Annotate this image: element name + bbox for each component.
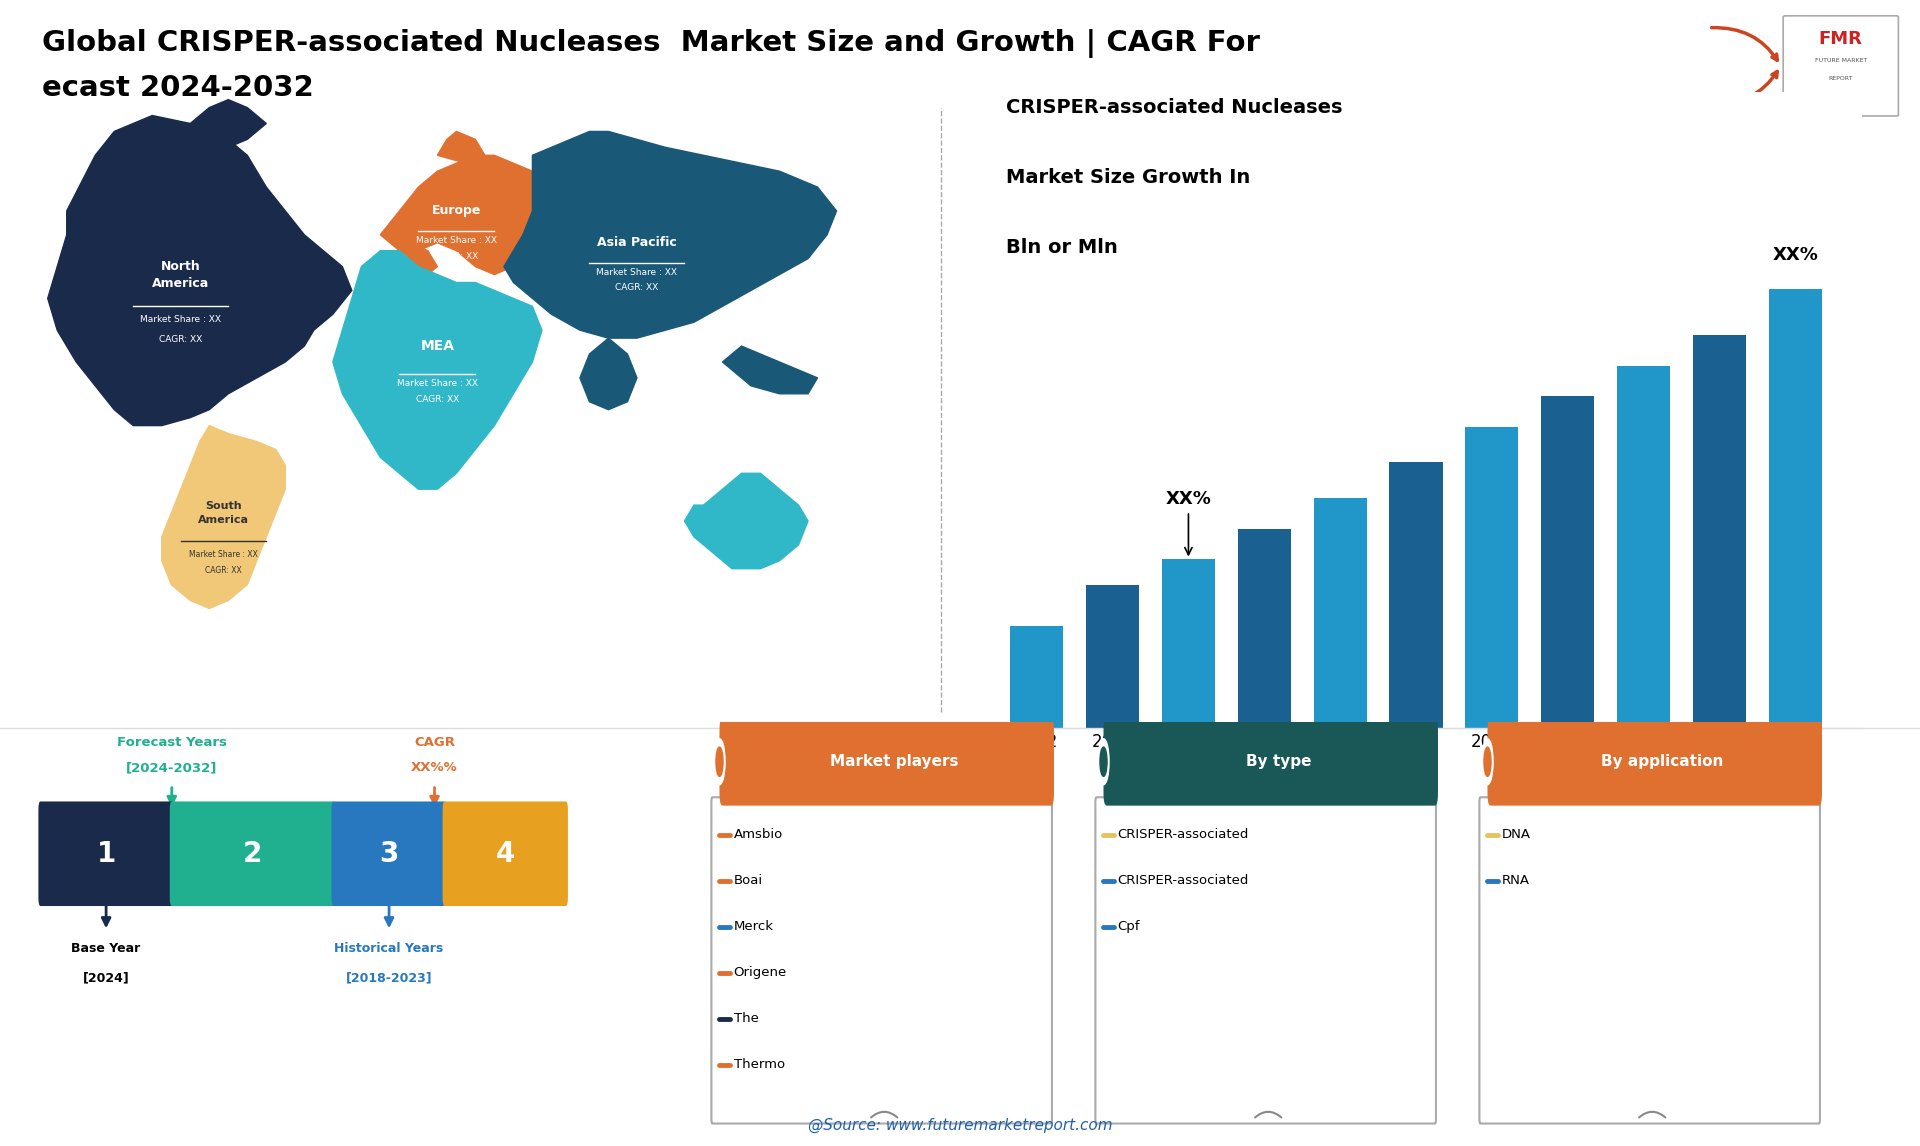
Polygon shape	[332, 251, 541, 489]
Text: CAGR: XX: CAGR: XX	[417, 394, 459, 403]
Polygon shape	[722, 346, 818, 394]
Circle shape	[1098, 739, 1110, 785]
Circle shape	[716, 747, 724, 776]
Text: [2024-2032]: [2024-2032]	[127, 761, 217, 775]
Polygon shape	[161, 425, 286, 609]
Bar	[1768, 289, 1822, 728]
Polygon shape	[190, 100, 267, 148]
Text: CRISPER-associated Nucleases: CRISPER-associated Nucleases	[1006, 99, 1342, 117]
Bar	[1313, 499, 1367, 728]
Text: Asia Pacific: Asia Pacific	[597, 236, 678, 249]
FancyBboxPatch shape	[1104, 717, 1438, 806]
Text: [2018-2023]: [2018-2023]	[346, 972, 432, 984]
Text: Amsbio: Amsbio	[733, 829, 783, 841]
FancyBboxPatch shape	[1784, 16, 1899, 116]
Text: CAGR: XX: CAGR: XX	[614, 283, 659, 292]
Text: Global CRISPER-associated Nucleases  Market Size and Growth | CAGR For: Global CRISPER-associated Nucleases Mark…	[42, 29, 1260, 57]
Text: XX%: XX%	[1772, 245, 1818, 264]
Bar	[1238, 528, 1290, 728]
Text: Cpf: Cpf	[1117, 920, 1140, 934]
Circle shape	[1100, 747, 1108, 776]
Text: Market Share : XX: Market Share : XX	[140, 315, 221, 324]
Text: MEA: MEA	[420, 339, 455, 353]
Text: ecast 2024-2032: ecast 2024-2032	[42, 74, 315, 102]
FancyBboxPatch shape	[712, 798, 1052, 1123]
Text: Boai: Boai	[733, 874, 762, 887]
FancyBboxPatch shape	[169, 801, 336, 906]
FancyBboxPatch shape	[720, 717, 1054, 806]
Polygon shape	[580, 338, 637, 410]
Text: North
America: North America	[152, 259, 209, 290]
Bar	[1465, 426, 1519, 728]
Text: Market Share : XX: Market Share : XX	[597, 267, 678, 276]
Text: South
America: South America	[198, 502, 250, 525]
Polygon shape	[380, 155, 561, 275]
Text: 2: 2	[244, 840, 263, 868]
Text: Market Share : XX: Market Share : XX	[397, 379, 478, 387]
Text: CAGR: XX: CAGR: XX	[159, 335, 202, 344]
FancyBboxPatch shape	[444, 801, 568, 906]
Bar	[1693, 335, 1745, 728]
FancyBboxPatch shape	[38, 801, 175, 906]
Text: By application: By application	[1601, 754, 1724, 769]
Text: CRISPER-associated: CRISPER-associated	[1117, 829, 1250, 841]
Text: CAGR: XX: CAGR: XX	[205, 566, 242, 574]
Text: The: The	[733, 1012, 758, 1026]
Text: Thermo: Thermo	[733, 1059, 785, 1072]
Text: DNA: DNA	[1501, 829, 1530, 841]
Text: @Source: www.futuremarketreport.com: @Source: www.futuremarketreport.com	[808, 1118, 1112, 1133]
Text: [2024]: [2024]	[83, 972, 129, 984]
Text: CAGR: CAGR	[415, 737, 455, 749]
Text: Origene: Origene	[733, 966, 787, 980]
Polygon shape	[503, 132, 837, 338]
Bar	[1010, 626, 1064, 728]
Text: Market Size Growth In: Market Size Growth In	[1006, 168, 1250, 187]
Text: XX%%: XX%%	[411, 761, 457, 775]
FancyBboxPatch shape	[332, 801, 447, 906]
Circle shape	[1484, 747, 1492, 776]
Polygon shape	[684, 473, 808, 568]
Text: Historical Years: Historical Years	[334, 942, 444, 955]
Circle shape	[1482, 739, 1494, 785]
Text: 1: 1	[96, 840, 115, 868]
Text: By type: By type	[1246, 754, 1311, 769]
Bar	[1087, 584, 1139, 728]
Polygon shape	[399, 243, 438, 275]
Text: FMR: FMR	[1818, 30, 1862, 48]
Text: Base Year: Base Year	[71, 942, 140, 955]
Polygon shape	[438, 132, 486, 163]
Text: Bln or Mln: Bln or Mln	[1006, 238, 1117, 257]
FancyBboxPatch shape	[1488, 717, 1822, 806]
Text: FUTURE MARKET: FUTURE MARKET	[1814, 58, 1866, 63]
Text: Europe: Europe	[432, 204, 482, 218]
Text: REPORT: REPORT	[1828, 77, 1853, 81]
Bar	[1542, 397, 1594, 728]
Polygon shape	[48, 116, 351, 425]
Bar	[1162, 559, 1215, 728]
Text: Market players: Market players	[829, 754, 958, 769]
Bar	[1390, 463, 1442, 728]
Text: Forecast Years: Forecast Years	[117, 737, 227, 749]
Bar	[1617, 366, 1670, 728]
Text: 3: 3	[380, 840, 399, 868]
Text: Market Share : XX: Market Share : XX	[188, 550, 257, 559]
Circle shape	[714, 739, 726, 785]
Text: 4: 4	[495, 840, 515, 868]
Text: CRISPER-associated: CRISPER-associated	[1117, 874, 1250, 887]
Text: XX%: XX%	[1165, 490, 1212, 555]
FancyBboxPatch shape	[1096, 798, 1436, 1123]
Text: Merck: Merck	[733, 920, 774, 934]
Text: CAGR: XX: CAGR: XX	[434, 252, 478, 260]
FancyBboxPatch shape	[1480, 798, 1820, 1123]
Text: Market Share : XX: Market Share : XX	[417, 236, 497, 245]
Text: RNA: RNA	[1501, 874, 1530, 887]
